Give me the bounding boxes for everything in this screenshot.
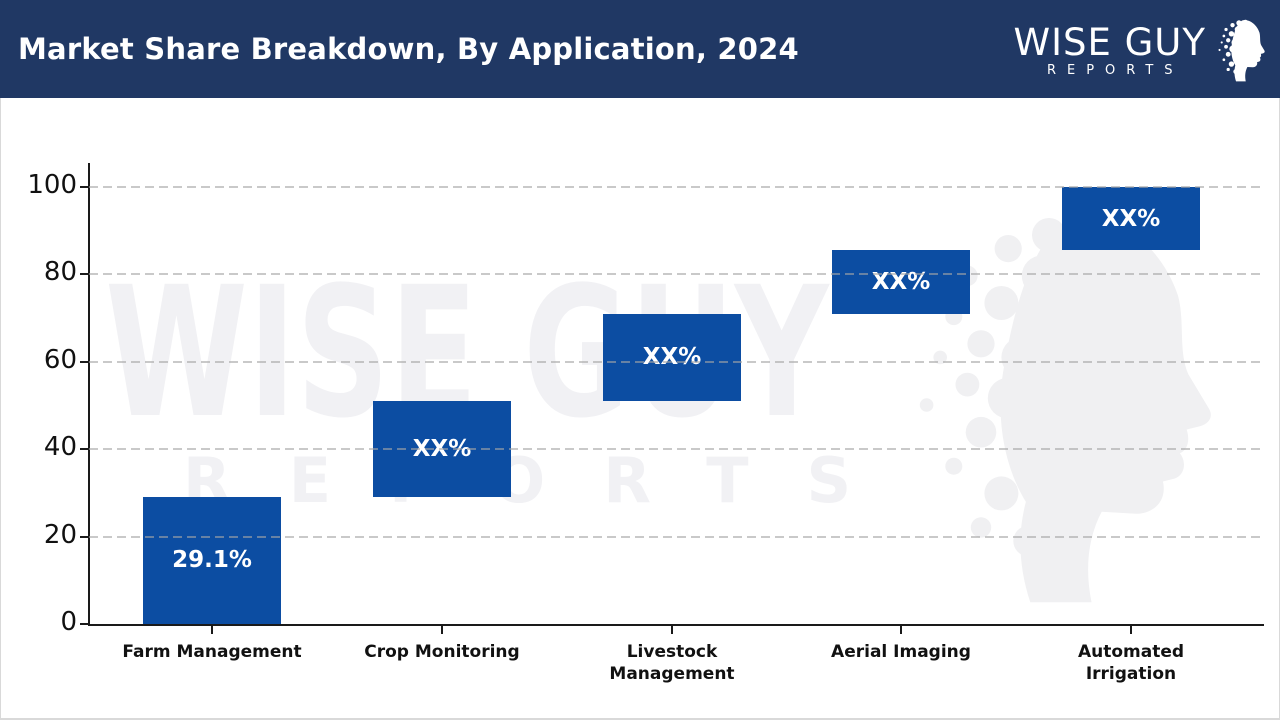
watermark-text-line2: REPORTS (183, 444, 910, 517)
chart-title: Market Share Breakdown, By Application, … (18, 32, 799, 66)
bar-segment: 29.1% (143, 496, 281, 624)
x-category-label: Livestock Management (609, 642, 735, 685)
y-axis-spine (88, 163, 90, 624)
y-tick-label: 100 (27, 169, 77, 200)
logo-text: WISE GUY REPORTS (1014, 24, 1206, 77)
y-tick-mark (80, 185, 89, 188)
y-tick-label: 0 (60, 607, 77, 637)
bar-segment: XX% (603, 313, 741, 402)
gridline (89, 273, 1263, 276)
x-category-label: Aerial Imaging (831, 642, 971, 662)
y-tick-label: 60 (43, 344, 77, 375)
bar-segment: XX% (1062, 186, 1200, 251)
gridline (89, 185, 1263, 188)
logo-wordmark: WISE GUY (1013, 20, 1206, 64)
y-tick-label: 80 (43, 257, 77, 288)
y-tick-mark (80, 448, 89, 451)
bar-value-label: XX% (871, 268, 931, 295)
x-tick-mark (671, 626, 673, 634)
wiseguy-head-logo-icon (1212, 17, 1266, 83)
chart-area: WISE GUY REPORTS 0 20 40 60 80 100 29.1% XX% XX%… (0, 98, 1280, 720)
y-tick-mark (80, 623, 89, 625)
x-tick-mark (211, 626, 213, 634)
x-tick-mark (441, 626, 443, 634)
x-tick-mark (1130, 626, 1132, 634)
y-tick-label: 40 (43, 432, 77, 463)
header-bar: Market Share Breakdown, By Application, … (0, 0, 1280, 98)
gridline (89, 535, 1263, 538)
y-tick-mark (80, 273, 89, 276)
logo-subtext: REPORTS (1046, 62, 1184, 78)
y-tick-mark (80, 535, 89, 538)
gridline (89, 360, 1263, 363)
x-category-label: Automated Irrigation (1077, 642, 1185, 685)
bar-value-label: XX% (1101, 205, 1161, 232)
x-category-label: Farm Management (122, 642, 302, 662)
gridline (89, 448, 1263, 451)
x-axis-spine (88, 624, 1264, 626)
bar-segment: XX% (832, 250, 970, 314)
x-category-label: Crop Monitoring (364, 642, 520, 662)
bar-value-label: 29.1% (172, 547, 252, 574)
y-tick-label: 20 (43, 519, 77, 550)
bar-value-label: XX% (642, 344, 702, 371)
y-tick-mark (80, 360, 89, 363)
x-tick-mark (900, 626, 902, 634)
wiseguy-logo: WISE GUY REPORTS (1014, 8, 1266, 92)
